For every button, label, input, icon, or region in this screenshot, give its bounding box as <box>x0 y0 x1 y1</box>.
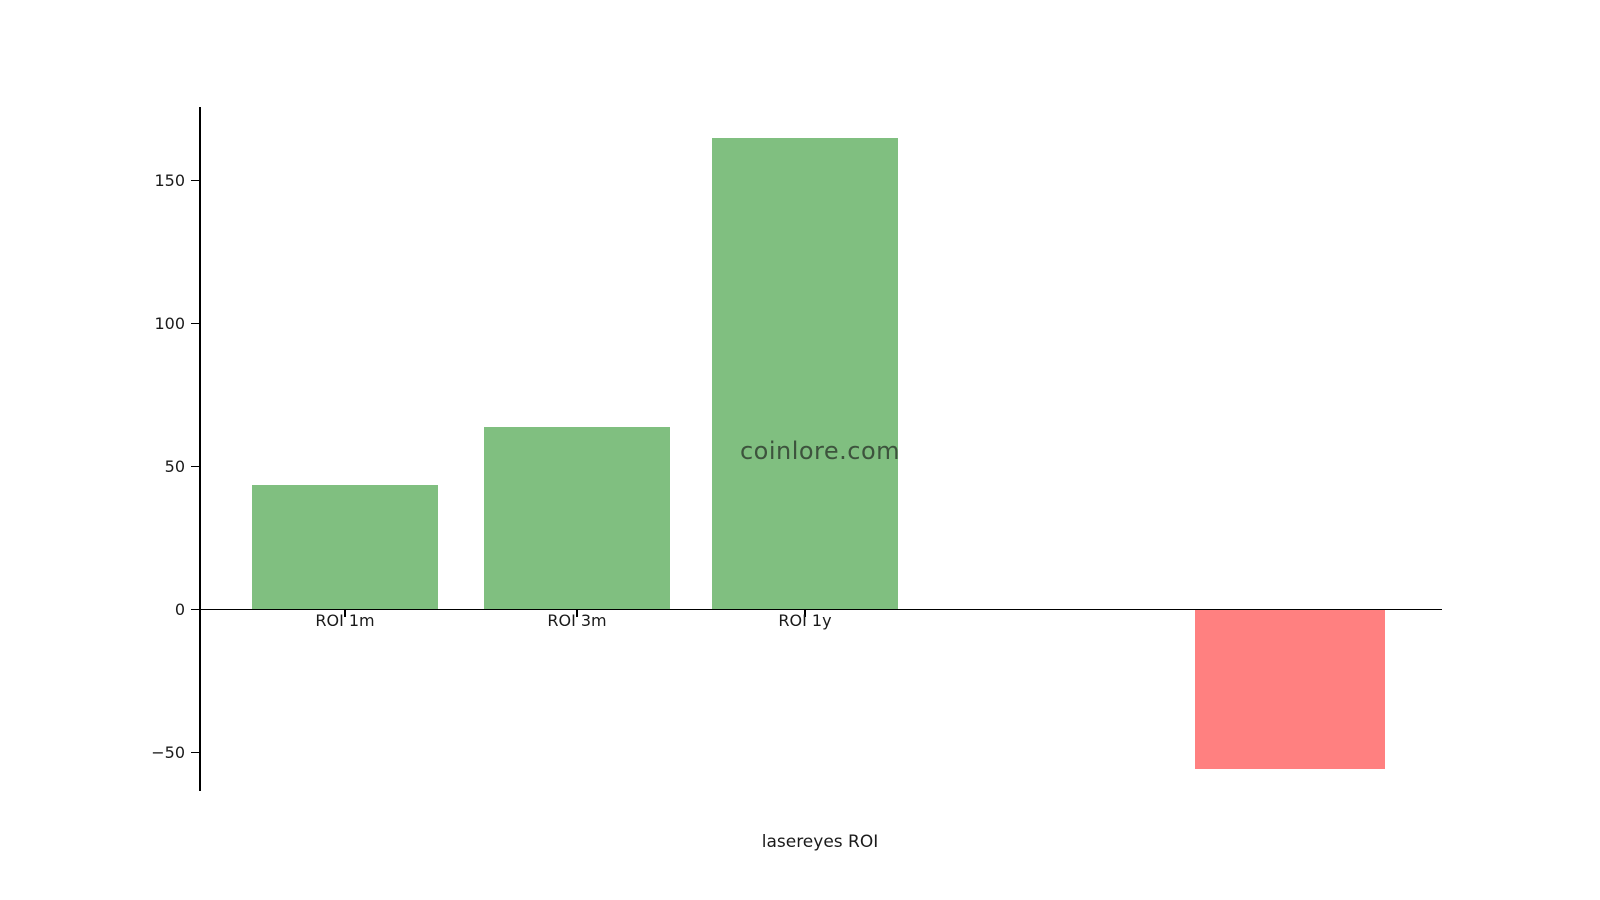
x-tick-label: ROI 1y <box>778 611 832 630</box>
x-tick-label: ROI 1m <box>315 611 375 630</box>
y-tick-mark <box>191 179 199 182</box>
y-axis-spine <box>199 107 201 791</box>
y-tick-label: −50 <box>151 742 185 762</box>
y-tick-mark <box>191 608 199 611</box>
x-tick-mark <box>344 610 346 618</box>
y-tick-label: 50 <box>164 456 185 476</box>
y-tick-mark <box>191 465 199 468</box>
watermark-text: coinlore.com <box>739 437 901 465</box>
x-tick-label: ROI 3m <box>547 611 607 630</box>
x-tick-mark <box>576 610 578 618</box>
y-tick-label: 0 <box>174 599 185 619</box>
bar-unlabeled <box>1195 610 1385 769</box>
bar-roi-1y <box>712 137 898 610</box>
x-axis-zero-line <box>199 608 1442 611</box>
bar-roi-3m <box>484 427 670 610</box>
y-tick-label: 100 <box>154 313 185 333</box>
chart-x-axis-title: lasereyes ROI <box>761 832 879 852</box>
y-tick-label: 150 <box>154 170 185 190</box>
y-tick-mark <box>191 751 199 754</box>
y-tick-mark <box>191 322 199 325</box>
x-tick-mark <box>804 610 806 618</box>
bar-roi-1m <box>252 485 438 610</box>
